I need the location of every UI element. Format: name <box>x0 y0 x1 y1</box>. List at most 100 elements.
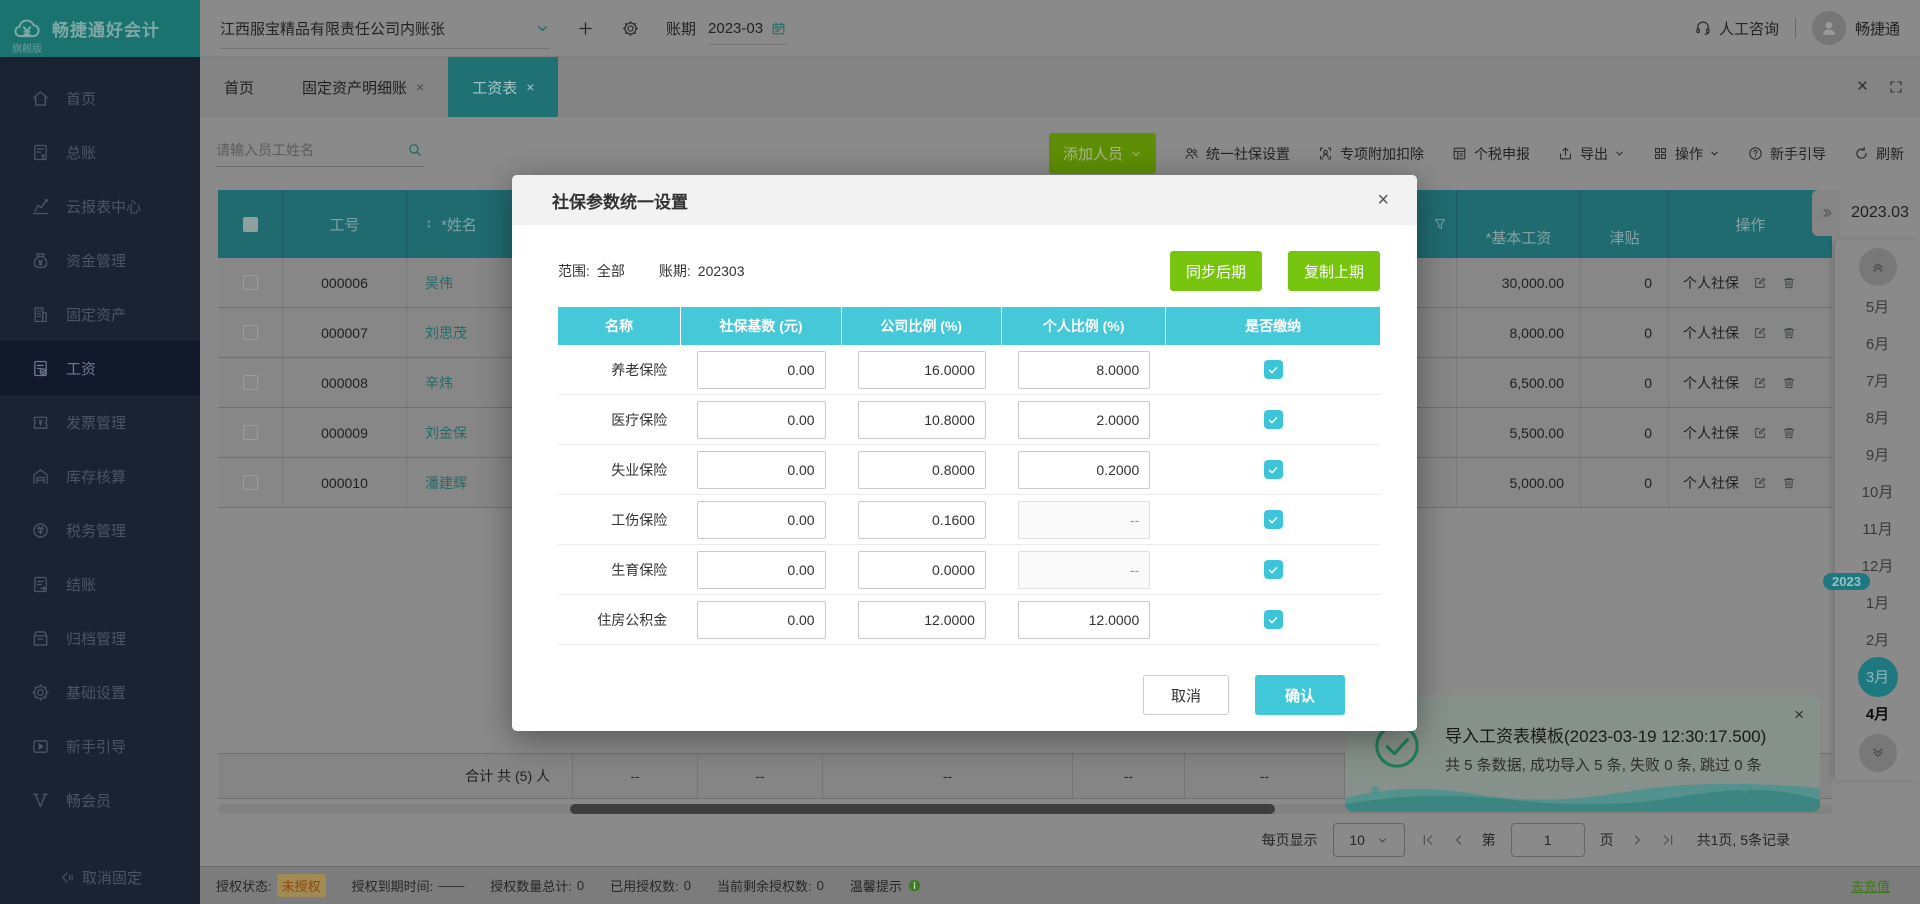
sidebar-item[interactable]: 新手引导 <box>0 719 200 773</box>
tab-close-icon[interactable]: × <box>526 79 535 95</box>
company-ratio-input[interactable] <box>857 600 986 639</box>
trash-icon[interactable] <box>1781 425 1797 441</box>
toolbar-action[interactable]: 统一社保设置 <box>1183 144 1290 164</box>
paid-checkbox[interactable] <box>1263 560 1283 579</box>
add-employee-button[interactable]: 添加人员 <box>1048 133 1156 174</box>
month-item[interactable]: 10月 <box>1835 473 1920 510</box>
month-item[interactable]: 9月 <box>1835 436 1920 473</box>
sync-later-periods-button[interactable]: 同步后期 <box>1170 251 1262 291</box>
close-all-tabs-icon[interactable]: × <box>1856 76 1868 97</box>
base-input[interactable] <box>697 550 826 589</box>
personal-ratio-input[interactable] <box>1017 600 1151 639</box>
base-input[interactable] <box>697 400 826 439</box>
personal-insurance-link[interactable]: 个人社保 <box>1683 274 1739 291</box>
sidebar-item[interactable]: 固定资产 <box>0 287 200 341</box>
month-item[interactable]: 12月 <box>1835 547 1920 584</box>
sidebar-item[interactable]: 基础设置 <box>0 665 200 719</box>
personal-ratio-input[interactable] <box>1017 400 1151 439</box>
sidebar-item[interactable]: 云报表中心 <box>0 179 200 233</box>
toolbar-action[interactable]: 导出 <box>1557 144 1625 164</box>
recharge-link[interactable]: 去充值 <box>1850 879 1890 894</box>
toolbar-action[interactable]: 刷新 <box>1853 144 1904 164</box>
per-page-select[interactable]: 10 <box>1332 823 1405 857</box>
sidebar-item[interactable]: 总账 <box>0 125 200 179</box>
month-item[interactable]: 11月 <box>1835 510 1920 547</box>
base-input[interactable] <box>697 350 826 389</box>
trash-icon[interactable] <box>1781 275 1797 291</box>
month-item[interactable]: 4月 <box>1835 695 1920 732</box>
personal-ratio-input[interactable] <box>1017 500 1151 539</box>
first-page-button[interactable] <box>1420 832 1436 848</box>
personal-insurance-link[interactable]: 个人社保 <box>1683 374 1739 391</box>
paid-checkbox[interactable] <box>1263 460 1283 479</box>
sidebar-item[interactable]: 资金管理 <box>0 233 200 287</box>
edit-icon[interactable] <box>1752 475 1768 491</box>
tab-close-icon[interactable]: × <box>416 79 425 95</box>
info-icon[interactable] <box>907 878 922 893</box>
sort-icon[interactable] <box>423 217 435 231</box>
sidebar-item[interactable]: 首页 <box>0 71 200 125</box>
toast-close-icon[interactable]: × <box>1794 705 1804 724</box>
company-ratio-input[interactable] <box>857 450 986 489</box>
month-item[interactable]: 5月 <box>1835 288 1920 325</box>
edit-icon[interactable] <box>1752 325 1768 341</box>
month-item[interactable]: 6月 <box>1835 325 1920 362</box>
personal-ratio-input[interactable] <box>1017 350 1151 389</box>
personal-insurance-link[interactable]: 个人社保 <box>1683 424 1739 441</box>
base-input[interactable] <box>697 450 826 489</box>
row-checkbox[interactable] <box>242 475 258 490</box>
scroll-months-up-button[interactable] <box>1858 248 1897 286</box>
month-panel-collapse-tab[interactable] <box>1812 190 1842 236</box>
sidebar-item[interactable]: 归档管理 <box>0 611 200 665</box>
company-ratio-input[interactable] <box>857 400 986 439</box>
account-settings-button[interactable] <box>621 19 640 38</box>
sidebar-item[interactable]: 发票管理 <box>0 395 200 449</box>
company-ratio-input[interactable] <box>857 550 986 589</box>
paid-checkbox[interactable] <box>1263 410 1283 429</box>
row-checkbox[interactable] <box>242 325 258 340</box>
trash-icon[interactable] <box>1781 375 1797 391</box>
sidebar-item[interactable]: 库存核算 <box>0 449 200 503</box>
avatar[interactable] <box>1811 11 1846 45</box>
horizontal-scrollbar-thumb[interactable] <box>570 804 1275 814</box>
row-checkbox[interactable] <box>242 375 258 390</box>
copy-previous-period-button[interactable]: 复制上期 <box>1288 251 1380 291</box>
row-checkbox[interactable] <box>242 425 258 440</box>
paid-checkbox[interactable] <box>1263 510 1283 529</box>
unpin-sidebar-button[interactable]: 取消固定 <box>0 867 200 888</box>
sidebar-item[interactable]: 畅会员 <box>0 773 200 827</box>
page-tab[interactable]: 固定资产明细账 × <box>278 57 448 117</box>
last-page-button[interactable] <box>1660 832 1676 848</box>
paid-checkbox[interactable] <box>1263 360 1283 379</box>
personal-insurance-link[interactable]: 个人社保 <box>1683 474 1739 491</box>
fullscreen-icon[interactable] <box>1888 79 1904 95</box>
month-item[interactable]: 2月 <box>1835 621 1920 658</box>
next-page-button[interactable] <box>1629 832 1645 848</box>
prev-page-button[interactable] <box>1451 832 1467 848</box>
page-number-input[interactable] <box>1510 823 1585 857</box>
page-tab[interactable]: 工资表 × <box>448 57 559 117</box>
month-item[interactable]: 7月 <box>1835 362 1920 399</box>
personal-insurance-link[interactable]: 个人社保 <box>1683 324 1739 341</box>
personal-ratio-input[interactable] <box>1017 550 1151 589</box>
toolbar-action[interactable]: 专项附加扣除 <box>1317 144 1424 164</box>
month-item[interactable]: 1月 <box>1835 584 1920 621</box>
company-ratio-input[interactable] <box>857 500 986 539</box>
paid-checkbox[interactable] <box>1263 610 1283 629</box>
edit-icon[interactable] <box>1752 275 1768 291</box>
edit-icon[interactable] <box>1752 375 1768 391</box>
scroll-months-down-button[interactable] <box>1858 734 1897 772</box>
toolbar-action[interactable]: 个税申报 <box>1451 144 1530 164</box>
row-checkbox[interactable] <box>242 275 258 290</box>
base-input[interactable] <box>697 600 826 639</box>
edit-icon[interactable] <box>1752 425 1768 441</box>
personal-ratio-input[interactable] <box>1017 450 1151 489</box>
trash-icon[interactable] <box>1781 325 1797 341</box>
page-tab[interactable]: 首页 × <box>200 57 278 117</box>
filter-funnel-icon[interactable] <box>1432 216 1448 232</box>
sidebar-item[interactable]: 结账 <box>0 557 200 611</box>
month-item[interactable]: 8月 <box>1835 399 1920 436</box>
toolbar-action[interactable]: 操作 <box>1652 144 1720 164</box>
support-button[interactable]: 人工咨询 <box>1694 18 1779 39</box>
cancel-button[interactable]: 取消 <box>1143 675 1229 715</box>
